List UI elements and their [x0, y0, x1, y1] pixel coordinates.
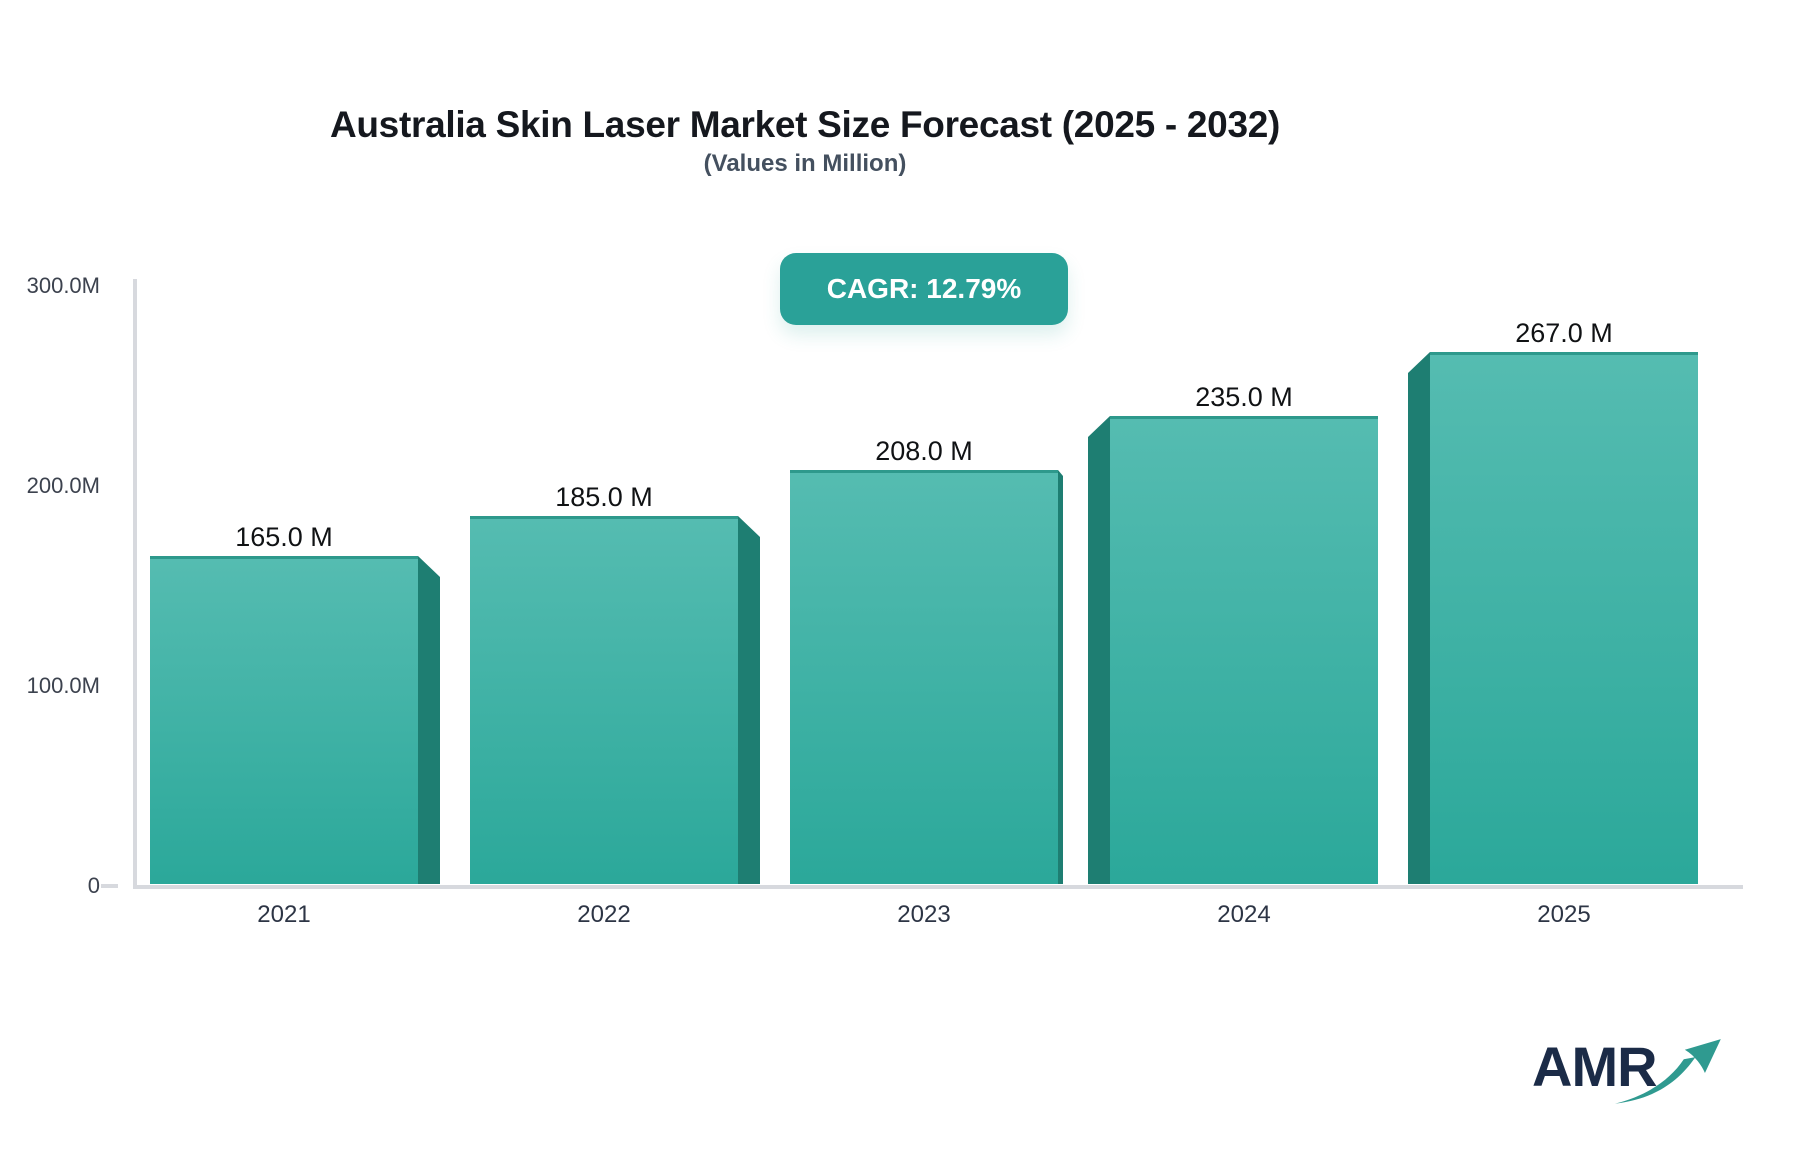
bar[interactable] [790, 470, 1058, 884]
y-tick-label: 100.0M [26, 673, 100, 698]
bar[interactable] [150, 556, 418, 884]
y-tick-label: 300.0M [26, 273, 100, 298]
growth-arrow-icon [1615, 1039, 1721, 1104]
bar-3d-side [1408, 352, 1430, 884]
bar[interactable] [1110, 416, 1378, 884]
x-category-label: 2022 [577, 901, 631, 928]
x-category-label: 2024 [1217, 901, 1271, 928]
bar-value-label: 267.0 M [1515, 318, 1613, 348]
y-tick-label: 0 [87, 873, 100, 898]
x-axis-line [133, 885, 1743, 889]
bar-value-label: 185.0 M [555, 482, 653, 512]
x-category-label: 2023 [897, 901, 951, 928]
zero-tick-mark [101, 884, 118, 888]
bar[interactable] [1430, 352, 1698, 884]
bar-3d-side [1088, 416, 1110, 884]
chart-subtitle: (Values in Million) [703, 150, 907, 177]
bar-value-label: 208.0 M [875, 436, 973, 466]
bar-value-label: 165.0 M [235, 522, 333, 552]
cagr-badge: CAGR: 12.79% [780, 253, 1068, 325]
bar-3d-side [738, 516, 760, 884]
amr-logo-text: AMR [1532, 1035, 1658, 1098]
x-category-label: 2025 [1537, 901, 1591, 928]
x-category-label: 2021 [257, 901, 311, 928]
amr-logo: AMR [1532, 1030, 1762, 1126]
bar[interactable] [470, 516, 738, 884]
bar-3d-side [418, 556, 440, 884]
y-axis-line [133, 279, 137, 889]
bar-value-label: 235.0 M [1195, 382, 1293, 412]
bar-3d-side [1058, 470, 1063, 884]
y-tick-label: 200.0M [26, 473, 100, 498]
chart-title: Australia Skin Laser Market Size Forecas… [329, 104, 1281, 145]
